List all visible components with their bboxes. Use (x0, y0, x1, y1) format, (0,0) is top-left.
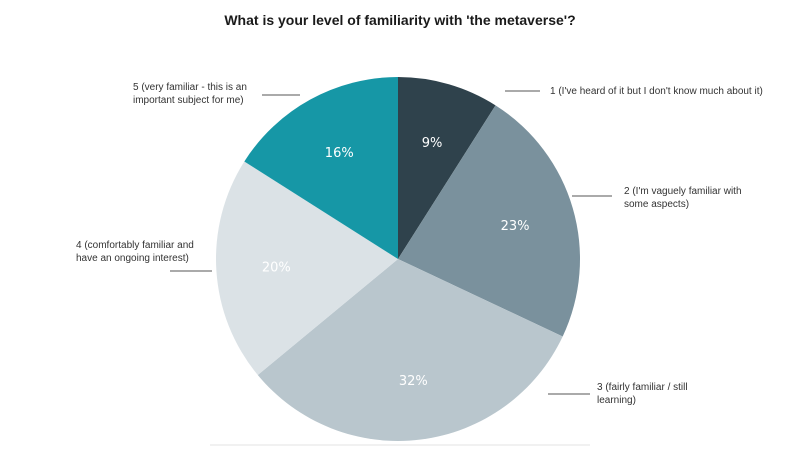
slice-percent-label-1: 9% (422, 136, 443, 151)
pie-slice-4 (216, 161, 398, 376)
pie-slice-5 (244, 76, 398, 259)
category-label-4: 4 (comfortably familiar and have an ongo… (76, 240, 194, 264)
slice-percent-label-5: 16% (325, 146, 354, 161)
pie-slice-2 (398, 105, 581, 337)
pie-slice-3 (257, 259, 563, 441)
chart-title: What is your level of familiarity with '… (224, 12, 576, 28)
category-label-2: 2 (I'm vaguely familiar with some aspect… (624, 186, 742, 210)
category-label-5: 5 (very familiar - this is an important … (133, 82, 247, 106)
category-label-1: 1 (I've heard of it but I don't know muc… (550, 86, 763, 97)
pie-slice-1 (398, 77, 496, 259)
category-label-3: 3 (fairly familiar / still learning) (597, 382, 688, 406)
slice-percent-label-4: 20% (262, 261, 291, 276)
slice-percent-label-2: 23% (501, 219, 530, 234)
slice-percent-label-3: 32% (399, 374, 428, 389)
